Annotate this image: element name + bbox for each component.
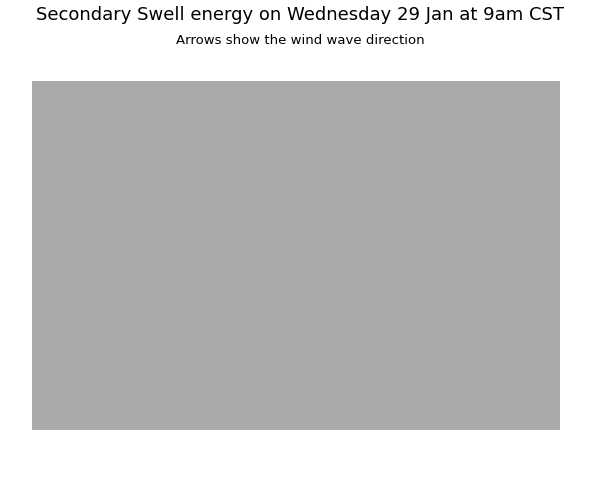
Text: Arrows show the wind wave direction: Arrows show the wind wave direction: [176, 34, 425, 47]
Bar: [32, 81, 560, 430]
Text: Secondary Swell energy on Wednesday 29 Jan at 9am CST: Secondary Swell energy on Wednesday 29 J…: [37, 5, 564, 23]
